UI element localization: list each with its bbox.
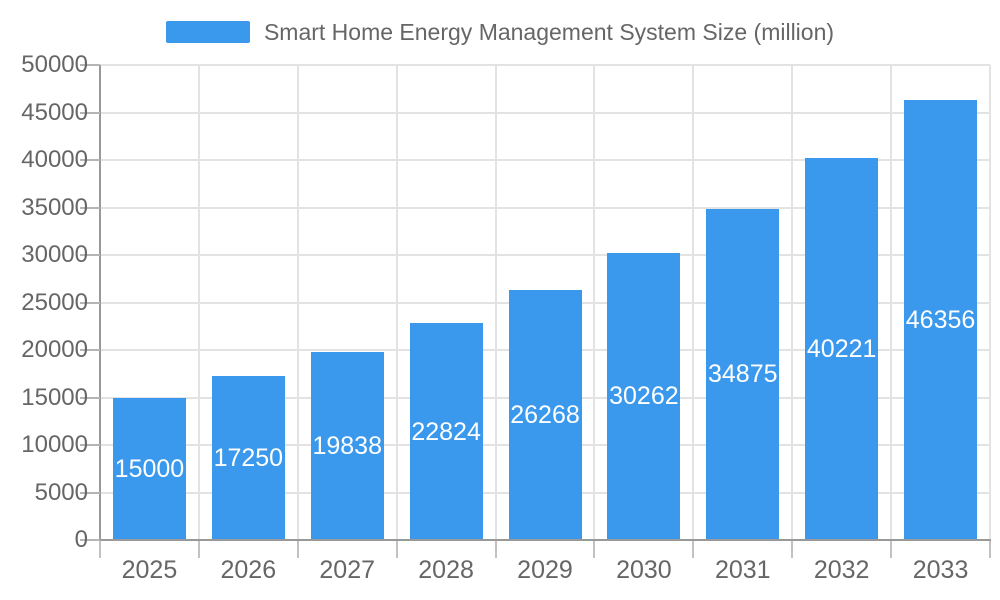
bar-value-label: 15000 <box>114 454 185 483</box>
bar-value-label: 26268 <box>510 401 580 430</box>
y-axis-tick <box>80 491 100 494</box>
gridline-v <box>989 65 991 540</box>
y-axis-tick-label: 30000 <box>21 241 88 268</box>
x-axis-tick <box>692 541 695 558</box>
x-axis-tick <box>395 541 398 558</box>
gridline-v <box>197 65 200 540</box>
legend[interactable]: Smart Home Energy Management System Size… <box>0 18 1000 46</box>
legend-swatch <box>165 21 250 43</box>
x-axis-tick-label: 2031 <box>714 556 771 584</box>
x-axis-tick <box>494 541 497 558</box>
x-axis-tick <box>197 541 200 558</box>
bar-value-label: 19838 <box>312 431 382 460</box>
bar-2032[interactable]: 40221 <box>805 157 879 540</box>
bar-2027[interactable]: 19838 <box>310 351 384 540</box>
x-axis-tick-label: 2033 <box>912 556 969 584</box>
bar-value-label: 17250 <box>213 444 284 473</box>
x-axis-tick-label: 2027 <box>319 556 376 584</box>
x-axis-tick <box>99 541 101 558</box>
bar-2031[interactable]: 34875 <box>706 208 780 540</box>
gridline-v <box>890 65 893 540</box>
gridline-v <box>494 65 497 540</box>
y-axis-tick <box>80 539 100 541</box>
x-axis-tick-label: 2029 <box>517 556 573 584</box>
x-axis-tick-label: 2026 <box>220 556 277 584</box>
x-axis-line <box>99 539 991 541</box>
gridline-v <box>593 65 596 540</box>
y-axis-tick-label: 50000 <box>21 51 88 78</box>
gridline-h <box>100 111 990 114</box>
y-axis-tick-label: 5000 <box>34 478 88 506</box>
y-axis-tick <box>80 254 100 256</box>
x-axis-tick <box>296 541 299 558</box>
x-axis-tick <box>989 541 991 558</box>
y-axis-tick-label: 0 <box>74 526 88 553</box>
bar-2028[interactable]: 22824 <box>409 323 483 540</box>
y-axis-tick <box>80 111 100 114</box>
y-axis-tick-label: 35000 <box>21 193 88 221</box>
bar-2033[interactable]: 46356 <box>904 99 978 540</box>
gridline-h <box>100 206 990 209</box>
gridline-v <box>692 65 695 540</box>
y-axis-tick <box>80 396 100 399</box>
x-axis-tick <box>593 541 596 558</box>
bar-value-label: 46356 <box>905 305 976 334</box>
gridline-v <box>296 65 299 540</box>
gridline-h <box>100 254 990 256</box>
y-axis-tick-label: 10000 <box>21 431 88 458</box>
gridline-h <box>100 64 990 66</box>
x-axis-tick-label: 2030 <box>616 556 672 584</box>
x-axis-tick <box>791 541 794 558</box>
y-axis-line <box>99 65 101 540</box>
y-axis-tick-label: 15000 <box>21 383 88 411</box>
y-axis-tick <box>80 206 100 209</box>
x-axis-tick <box>890 541 893 558</box>
gridline-v <box>791 65 794 540</box>
y-axis-tick <box>80 444 100 446</box>
bar-2025[interactable]: 15000 <box>112 397 186 540</box>
y-axis-tick-label: 45000 <box>21 98 88 126</box>
y-axis-tick-label: 25000 <box>21 288 88 316</box>
bar-value-label: 30262 <box>609 382 679 411</box>
bar-value-label: 40221 <box>806 334 877 363</box>
gridline-h <box>100 159 990 161</box>
y-axis-tick <box>80 349 100 351</box>
gridline-v <box>395 65 398 540</box>
y-axis-tick-label: 40000 <box>21 146 88 173</box>
x-axis-tick-label: 2028 <box>418 556 474 584</box>
bar-value-label: 34875 <box>708 360 778 389</box>
x-axis-tick-label: 2032 <box>813 556 870 584</box>
legend-label: Smart Home Energy Management System Size… <box>263 18 835 45</box>
y-axis-tick <box>80 301 100 304</box>
y-axis-tick-label: 20000 <box>21 336 88 363</box>
bar-2026[interactable]: 17250 <box>211 376 285 540</box>
x-axis-tick-label: 2025 <box>121 556 178 584</box>
plot-area: 15000 17250 19838 22824 26268 30262 34875 40221… <box>100 64 991 540</box>
bar-2029[interactable]: 26268 <box>508 290 582 540</box>
bar-2030[interactable]: 30262 <box>607 252 681 540</box>
y-axis-tick <box>80 159 100 161</box>
y-axis-tick <box>80 64 100 66</box>
bar-value-label: 22824 <box>411 417 481 446</box>
